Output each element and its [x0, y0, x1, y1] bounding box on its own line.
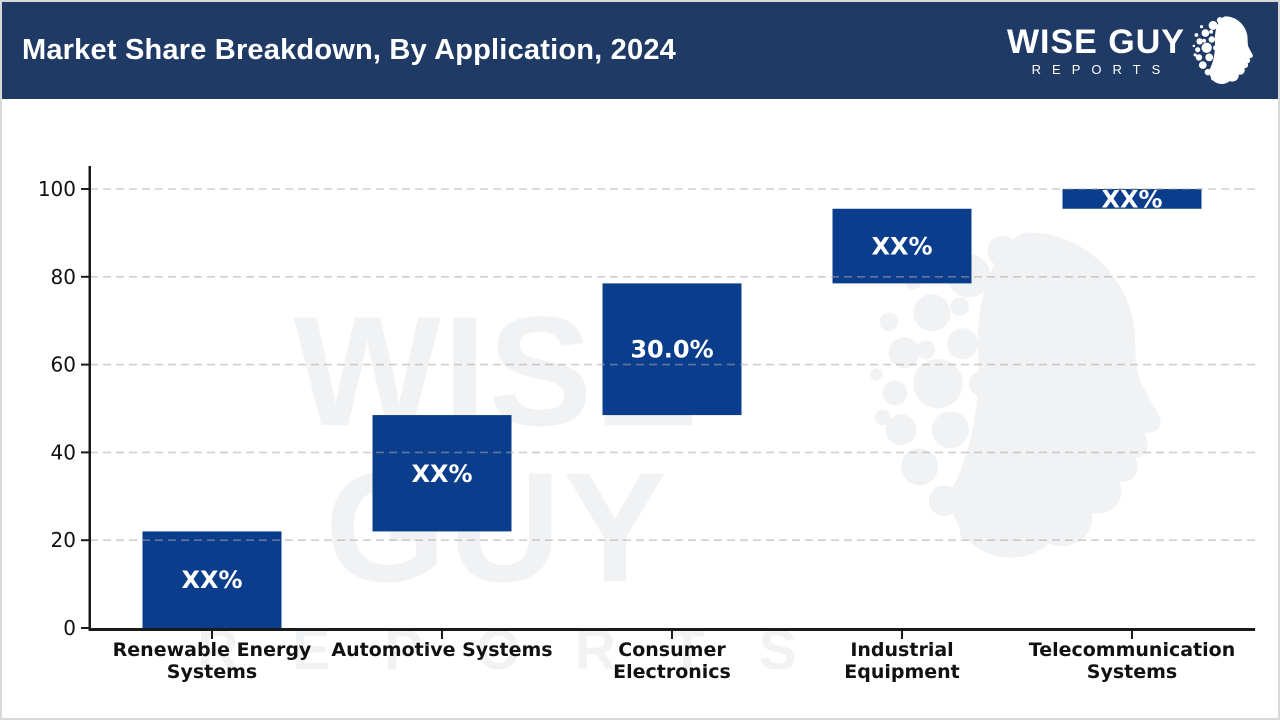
brand-name: WISE GUY	[1006, 23, 1185, 61]
brand-head-icon	[1190, 12, 1254, 90]
bar-segment	[832, 208, 972, 284]
y-tick-label: 60	[51, 353, 76, 377]
y-axis-line	[88, 166, 91, 631]
brand-subname: REPORTS	[1031, 62, 1172, 77]
bar-value-label: XX%	[181, 566, 242, 594]
category-label: Consumer Electronics	[613, 639, 731, 683]
category-label: Telecommunication Systems	[1029, 639, 1235, 683]
y-tick-label: 80	[51, 265, 76, 289]
category-label: Industrial Equipment	[844, 639, 960, 683]
bar-value-label: XX%	[411, 460, 472, 488]
brand-wordmark: WISE GUY REPORTS	[1007, 25, 1185, 76]
category-label: Automotive Systems	[331, 639, 552, 661]
page-title: Market Share Breakdown, By Application, …	[22, 34, 676, 66]
bar-segment	[1062, 189, 1202, 209]
brand-logo: WISE GUY REPORTS	[1007, 12, 1254, 90]
y-tick-label: 40	[51, 440, 76, 464]
bar-value-label: XX%	[1101, 185, 1162, 213]
bar-value-label: XX%	[871, 233, 932, 261]
category-label: Renewable Energy Systems	[113, 639, 312, 683]
bar-segment	[602, 283, 742, 416]
bar-segment	[372, 415, 512, 532]
bar-value-label: 30.0%	[630, 336, 713, 364]
x-axis-line	[88, 628, 1255, 631]
y-tick-label: 100	[38, 177, 76, 201]
header: Market Share Breakdown, By Application, …	[2, 2, 1278, 99]
bar-segment	[142, 531, 282, 628]
y-tick-label: 20	[51, 528, 76, 552]
y-tick-label: 0	[63, 616, 76, 640]
